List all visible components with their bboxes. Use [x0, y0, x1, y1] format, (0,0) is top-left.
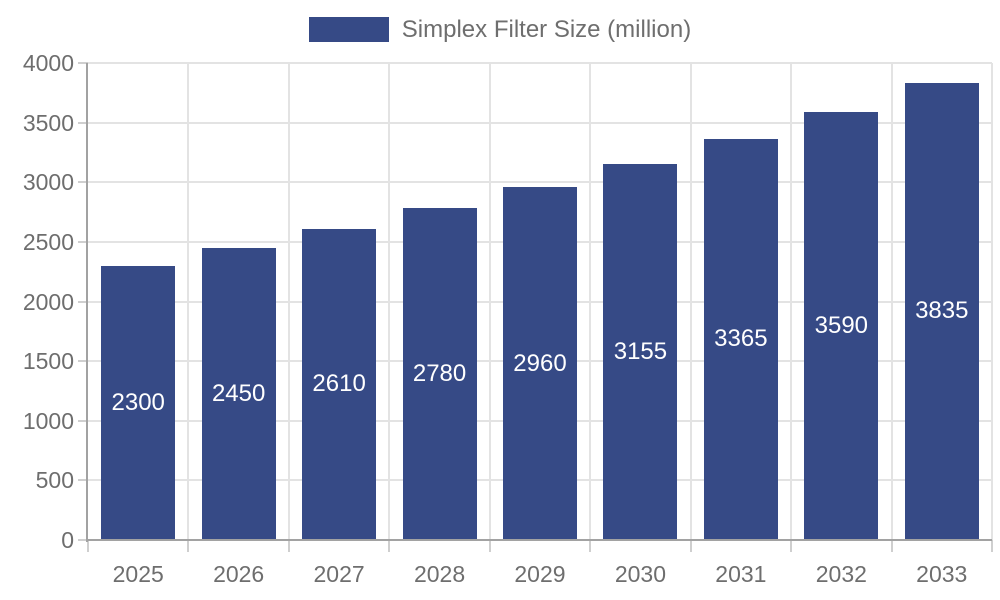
y-axis-tick [78, 479, 88, 482]
x-axis-tick [790, 540, 793, 552]
x-axis-label: 2025 [112, 561, 164, 587]
bar [703, 138, 778, 540]
y-axis-tick [78, 419, 88, 422]
y-axis-label: 0 [61, 527, 74, 553]
grid-line-v [287, 63, 290, 540]
bar [503, 187, 577, 540]
x-axis-label: 2031 [715, 561, 767, 587]
y-axis-label: 500 [35, 467, 74, 494]
bar [603, 163, 678, 540]
grid-line-v [388, 63, 391, 540]
x-axis-tick [287, 540, 290, 552]
grid-line-v [187, 63, 190, 540]
bar-value-label: 3365 [714, 325, 768, 353]
grid-line-v [589, 63, 592, 540]
bar [804, 111, 879, 540]
bar [201, 247, 276, 540]
x-axis-tick [991, 540, 993, 552]
legend-label: Simplex Filter Size (million) [401, 16, 692, 43]
x-axis-label: 2029 [514, 561, 566, 587]
y-axis-label: 3500 [22, 109, 74, 136]
x-axis-line [86, 539, 992, 541]
grid-line-v [488, 63, 491, 540]
bar [402, 208, 477, 540]
y-axis-tick [78, 121, 88, 124]
bar-value-label: 3835 [915, 297, 969, 325]
x-axis-tick [87, 540, 89, 552]
x-axis-label: 2030 [614, 561, 667, 587]
grid-line-v [689, 63, 692, 540]
bar-value-label: 2960 [513, 349, 567, 377]
x-axis-label: 2026 [213, 561, 265, 587]
y-axis-label: 1500 [22, 348, 74, 375]
y-axis-tick [78, 539, 88, 541]
y-axis-label: 2000 [22, 288, 74, 315]
legend-swatch [308, 17, 389, 42]
x-axis-tick [689, 540, 692, 552]
y-axis-label: 3000 [22, 169, 74, 196]
grid-line-h [88, 121, 992, 124]
y-axis-tick [78, 181, 88, 184]
grid-line-v [991, 63, 993, 540]
grid-line-h [88, 62, 992, 64]
y-axis-label: 2500 [22, 228, 74, 255]
x-axis-tick [488, 540, 491, 552]
y-axis-label: 1000 [22, 407, 74, 434]
x-axis-tick [187, 540, 190, 552]
x-axis-label: 2032 [815, 561, 867, 587]
grid-line-v [790, 63, 793, 540]
bar-value-label: 2300 [111, 388, 165, 416]
x-axis-tick [388, 540, 391, 552]
grid-line-v [890, 63, 893, 540]
bar [904, 82, 979, 540]
bar [302, 228, 377, 540]
bar-value-label: 2610 [312, 370, 366, 398]
y-axis-tick [78, 62, 88, 64]
bar-value-label: 2450 [211, 379, 266, 407]
x-axis-tick [589, 540, 592, 552]
bar-value-label: 3155 [613, 337, 668, 365]
y-axis-tick [78, 360, 88, 363]
y-axis-label: 4000 [22, 50, 74, 76]
grid-line-h [88, 181, 992, 184]
x-axis-tick [890, 540, 893, 552]
x-axis-label: 2033 [916, 561, 968, 587]
y-axis-line [86, 63, 88, 542]
legend: Simplex Filter Size (million) [0, 16, 1000, 43]
x-axis-label: 2027 [313, 561, 365, 587]
bar-value-label: 2780 [412, 360, 467, 388]
bar-value-label: 3590 [814, 311, 869, 339]
y-axis-tick [78, 240, 88, 243]
y-axis-tick [78, 300, 88, 303]
x-axis-label: 2028 [413, 561, 466, 587]
bar [101, 265, 176, 540]
